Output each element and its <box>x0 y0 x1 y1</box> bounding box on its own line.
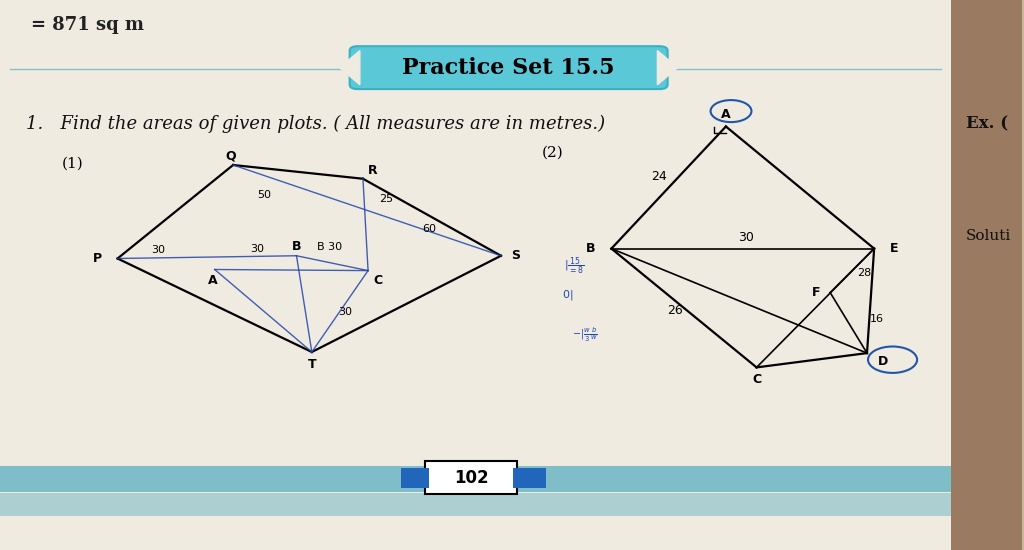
Text: R: R <box>369 164 378 177</box>
Text: E: E <box>890 242 899 255</box>
FancyBboxPatch shape <box>349 46 668 89</box>
FancyBboxPatch shape <box>400 468 429 488</box>
Text: $-|\frac{w}{3}\frac{b}{w}$: $-|\frac{w}{3}\frac{b}{w}$ <box>571 326 598 344</box>
Text: 26: 26 <box>667 304 683 316</box>
Text: 50: 50 <box>257 190 270 200</box>
Text: $0|$: $0|$ <box>562 288 573 301</box>
Text: A: A <box>721 108 731 121</box>
FancyBboxPatch shape <box>513 468 546 488</box>
Text: F: F <box>812 286 820 299</box>
Text: Soluti: Soluti <box>967 229 1012 244</box>
Text: 24: 24 <box>651 170 668 183</box>
Text: 30: 30 <box>738 231 755 244</box>
Text: B: B <box>292 240 301 253</box>
Text: Practice Set 15.5: Practice Set 15.5 <box>402 57 614 79</box>
Text: A: A <box>208 274 217 287</box>
FancyBboxPatch shape <box>0 466 951 492</box>
FancyBboxPatch shape <box>951 0 1022 550</box>
Polygon shape <box>339 51 359 85</box>
Text: (1): (1) <box>61 157 83 170</box>
Text: D: D <box>879 355 889 368</box>
Text: C: C <box>374 274 383 287</box>
Polygon shape <box>657 51 678 85</box>
FancyBboxPatch shape <box>0 0 951 550</box>
Text: (2): (2) <box>542 146 563 159</box>
Text: Q: Q <box>225 150 237 163</box>
Text: 30: 30 <box>152 245 166 255</box>
FancyBboxPatch shape <box>425 461 517 494</box>
Text: 28: 28 <box>857 268 871 278</box>
Text: 30: 30 <box>251 244 264 254</box>
Text: 25: 25 <box>380 194 393 205</box>
Text: S: S <box>511 249 520 262</box>
Text: B: B <box>586 242 596 255</box>
Text: P: P <box>92 252 101 265</box>
Text: 1.   Find the areas of given plots. ( All measures are in metres.): 1. Find the areas of given plots. ( All … <box>26 114 605 133</box>
Text: 16: 16 <box>870 314 884 324</box>
Text: $|\frac{15}{= 8}$: $|\frac{15}{= 8}$ <box>564 256 585 277</box>
Text: B 30: B 30 <box>316 242 342 252</box>
Text: T: T <box>307 358 316 371</box>
Text: 102: 102 <box>454 469 488 487</box>
Text: Ex. (: Ex. ( <box>967 116 1009 132</box>
Text: C: C <box>752 373 761 386</box>
Text: 30: 30 <box>339 307 352 317</box>
FancyBboxPatch shape <box>0 493 951 516</box>
Text: = 871 sq m: = 871 sq m <box>31 16 143 34</box>
Text: 60: 60 <box>423 224 436 234</box>
